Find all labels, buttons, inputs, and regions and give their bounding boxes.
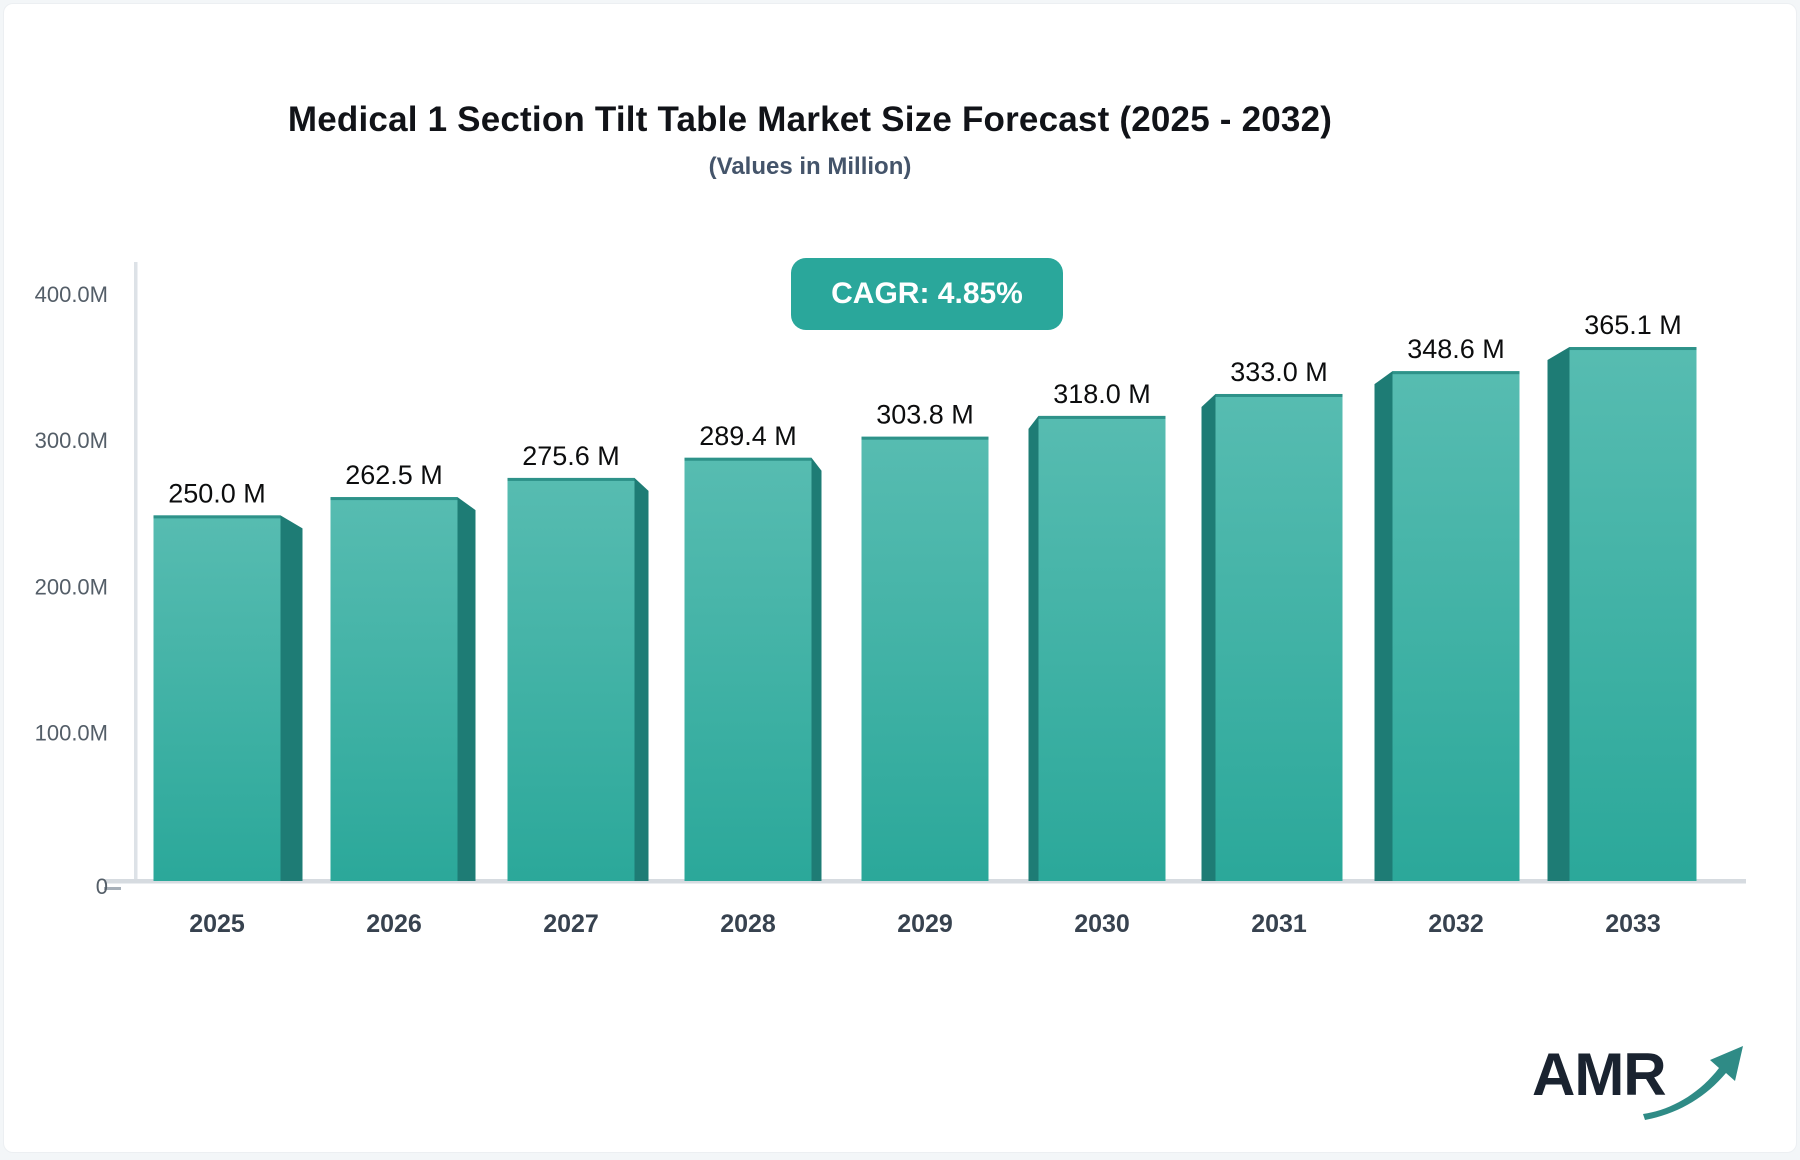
bar-top-edge [1569, 347, 1697, 351]
bar-side-face [1374, 371, 1393, 881]
x-tick-label: 2029 [897, 910, 953, 938]
bar-side-face [280, 515, 303, 881]
bar-top-edge [861, 436, 989, 440]
bar [330, 497, 458, 881]
bar-side-face [457, 497, 476, 881]
y-tick-label: 100.0M [35, 721, 108, 746]
bar-value-label: 289.4 M [699, 421, 797, 451]
bar-side-face [1547, 347, 1570, 881]
bar-top-edge [507, 477, 635, 481]
bar-side-face [811, 457, 822, 881]
x-tick-label: 2033 [1605, 910, 1661, 938]
x-axis-line [104, 879, 1746, 884]
bar [1038, 415, 1166, 881]
growth-arrow-path [1643, 1046, 1743, 1120]
bar-value-label: 250.0 M [168, 478, 266, 508]
x-tick-label: 2032 [1428, 910, 1484, 938]
bar-value-label: 365.1 M [1584, 310, 1682, 340]
chart-card: Medical 1 Section Tilt Table Market Size… [3, 3, 1797, 1153]
bar-value-label: 262.5 M [345, 460, 443, 490]
chart-title: Medical 1 Section Tilt Table Market Size… [287, 100, 1333, 139]
bar [1215, 393, 1343, 881]
bar-side-face [1201, 393, 1216, 881]
x-tick-label: 2031 [1251, 910, 1307, 938]
bar-value-label: 348.6 M [1407, 334, 1505, 364]
bar [1569, 347, 1697, 881]
bar-top-edge [1215, 393, 1343, 397]
x-tick-label: 2027 [543, 910, 599, 938]
chart-svg: 0 100.0M 200.0M 300.0M 400.0M 250.0 M 2025 262.… [35, 262, 1746, 938]
bar-side-face [634, 477, 649, 881]
bar-top-edge [153, 515, 281, 519]
x-tick-label: 2026 [366, 910, 422, 938]
bar-top-edge [330, 497, 458, 501]
bar-value-label: 318.0 M [1053, 379, 1151, 409]
zero-tick [104, 887, 121, 890]
growth-arrow-icon [1643, 1046, 1743, 1120]
bar [507, 477, 635, 881]
bar [861, 436, 989, 881]
bar-top-edge [1038, 415, 1166, 419]
bar [153, 515, 281, 881]
y-tick-label: 300.0M [35, 428, 108, 453]
chart-subtitle: (Values in Million) [708, 153, 912, 180]
bar-value-label: 333.0 M [1230, 357, 1328, 387]
x-tick-label: 2028 [720, 910, 776, 938]
y-tick-label: 200.0M [35, 574, 108, 599]
bar-side-face [1028, 415, 1039, 881]
plot-area: 0 100.0M 200.0M 300.0M 400.0M 250.0 M 2025 262.… [35, 262, 1746, 938]
bar [1392, 371, 1520, 881]
x-tick-label: 2025 [189, 910, 245, 938]
bar-value-label: 275.6 M [522, 441, 620, 471]
y-tick-label: 0 [96, 874, 108, 899]
cagr-badge: CAGR: 4.85% [791, 258, 1063, 330]
bar-top-edge [1392, 371, 1520, 375]
amr-logo-text: AMR [1532, 1041, 1667, 1108]
y-tick-label: 400.0M [35, 282, 108, 307]
amr-logo: AMR [1532, 1034, 1743, 1129]
y-axis-line [134, 262, 138, 883]
x-tick-label: 2030 [1074, 910, 1130, 938]
cagr-badge-label: CAGR: 4.85% [831, 277, 1023, 310]
bar [684, 457, 812, 881]
bar-top-edge [684, 457, 812, 461]
bar-value-label: 303.8 M [876, 400, 974, 430]
